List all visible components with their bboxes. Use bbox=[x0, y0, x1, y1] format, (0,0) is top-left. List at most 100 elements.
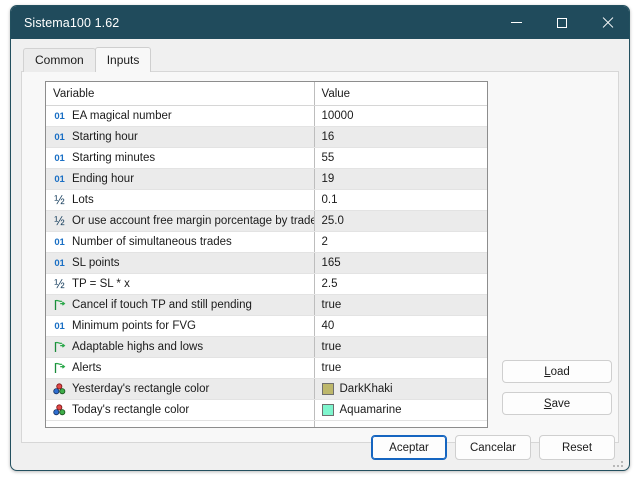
cell-variable[interactable]: ½ Or use account free margin porcentage b… bbox=[46, 210, 315, 232]
cell-variable[interactable]: 01 Minimum points for FVG bbox=[46, 315, 315, 337]
cell-variable[interactable]: Yesterday's rectangle color bbox=[46, 378, 315, 400]
dialog-window: Sistema100 1.62 Common Inputs bbox=[10, 5, 630, 471]
cell-variable[interactable]: Adaptable highs and lows bbox=[46, 336, 315, 358]
cell-value[interactable]: 2.5 bbox=[314, 273, 488, 295]
maximize-button[interactable] bbox=[539, 6, 584, 39]
value-cell-content: true bbox=[315, 299, 488, 311]
cell-variable[interactable]: 01 SL points bbox=[46, 252, 315, 274]
variable-cell-content: 01 EA magical number bbox=[46, 110, 313, 123]
cell-value[interactable]: 25.0 bbox=[314, 210, 487, 232]
variable-label: Today's rectangle color bbox=[72, 404, 190, 416]
value-label: 0.1 bbox=[321, 194, 338, 206]
double-icon: ½ bbox=[54, 277, 65, 291]
table-filler-row bbox=[46, 420, 487, 427]
accept-button[interactable]: Aceptar bbox=[371, 435, 447, 460]
cell-variable[interactable]: 01 EA magical number bbox=[46, 105, 315, 127]
load-button[interactable]: Load bbox=[502, 360, 612, 383]
value-cell-content: 0.1 bbox=[315, 194, 488, 206]
integer-icon: 01 bbox=[54, 257, 65, 269]
cell-value[interactable]: true bbox=[314, 357, 487, 379]
value-label: 2 bbox=[321, 236, 328, 248]
value-cell-content: DarkKhaki bbox=[315, 383, 488, 395]
column-header-variable[interactable]: Variable bbox=[46, 82, 315, 106]
variable-label: Minimum points for FVG bbox=[72, 320, 196, 332]
integer-icon: 01 bbox=[54, 131, 65, 143]
cell-variable[interactable]: Cancel if touch TP and still pending bbox=[46, 294, 315, 316]
cell-value[interactable]: 10000 bbox=[314, 105, 488, 127]
inputs-table[interactable]: Variable Value 01 EA magical number 10000 0… bbox=[45, 81, 488, 428]
variable-cell-content: ½ Lots bbox=[46, 193, 313, 207]
value-label: 40 bbox=[321, 320, 335, 332]
color-icon bbox=[52, 404, 67, 417]
cell-value[interactable]: DarkKhaki bbox=[314, 378, 488, 400]
cell-variable[interactable]: Alerts bbox=[46, 357, 315, 379]
bool-icon bbox=[52, 299, 67, 312]
save-button[interactable]: Save bbox=[502, 392, 612, 415]
cell-value[interactable]: true bbox=[314, 294, 488, 316]
value-cell-content: 10000 bbox=[315, 110, 488, 122]
save-button-label: Save bbox=[543, 397, 571, 410]
cell-variable[interactable]: 01 Starting minutes bbox=[46, 147, 315, 169]
table-row[interactable]: Today's rectangle color Aquamarine bbox=[46, 399, 487, 421]
cell-variable[interactable]: ½ Lots bbox=[46, 189, 315, 211]
cell-value[interactable]: 16 bbox=[314, 126, 488, 148]
column-header-value[interactable]: Value bbox=[314, 82, 487, 106]
table-row[interactable]: 01 Starting minutes 55 bbox=[46, 147, 487, 169]
integer-icon: 01 bbox=[54, 110, 65, 122]
variable-cell-content: Adaptable highs and lows bbox=[46, 341, 313, 354]
cell-value[interactable]: 19 bbox=[314, 168, 487, 190]
cell-value[interactable]: 55 bbox=[314, 147, 487, 169]
cell-value[interactable]: 0.1 bbox=[314, 189, 488, 211]
table-row[interactable]: Adaptable highs and lows true bbox=[46, 336, 487, 358]
table-row[interactable]: ½ Lots 0.1 bbox=[46, 189, 488, 211]
cell-variable[interactable]: 01 Number of simultaneous trades bbox=[46, 231, 315, 253]
variable-label: TP = SL * x bbox=[72, 278, 130, 290]
table-row[interactable]: 01 EA magical number 10000 bbox=[46, 105, 488, 127]
side-button-group: Load Save bbox=[502, 360, 612, 415]
variable-label: EA magical number bbox=[72, 110, 172, 122]
table-row[interactable]: 01 Starting hour 16 bbox=[46, 126, 488, 148]
cell-value[interactable]: true bbox=[314, 336, 487, 358]
cell-value[interactable]: 40 bbox=[314, 315, 487, 337]
cell-value[interactable]: 165 bbox=[314, 252, 487, 274]
reset-button[interactable]: Reset bbox=[539, 435, 615, 460]
variable-label: Alerts bbox=[72, 362, 102, 374]
cancel-button[interactable]: Cancelar bbox=[455, 435, 531, 460]
value-cell-content: 2.5 bbox=[315, 278, 488, 290]
load-button-label: Load bbox=[544, 365, 570, 378]
double-icon: ½ bbox=[54, 193, 65, 207]
table-row[interactable]: Alerts true bbox=[46, 357, 487, 379]
value-label: 165 bbox=[321, 257, 341, 269]
table-row[interactable]: ½ Or use account free margin porcentage b… bbox=[46, 210, 487, 232]
cell-value[interactable]: Aquamarine bbox=[314, 399, 487, 421]
minimize-button[interactable] bbox=[494, 6, 539, 39]
variable-cell-content: 01 Ending hour bbox=[46, 173, 313, 186]
cell-variable[interactable]: 01 Ending hour bbox=[46, 168, 315, 190]
window-controls bbox=[494, 6, 629, 39]
bool-icon bbox=[52, 362, 67, 375]
resize-grip-icon[interactable] bbox=[613, 457, 625, 469]
value-cell-content: 16 bbox=[315, 131, 488, 143]
table-row[interactable]: 01 SL points 165 bbox=[46, 252, 487, 274]
tab-common[interactable]: Common bbox=[23, 48, 96, 72]
variable-cell-content: Today's rectangle color bbox=[46, 404, 313, 417]
maximize-icon bbox=[556, 17, 567, 28]
cell-variable[interactable]: ½ TP = SL * x bbox=[46, 273, 315, 295]
cell-variable[interactable]: 01 Starting hour bbox=[46, 126, 315, 148]
table-row[interactable]: 01 Number of simultaneous trades 2 bbox=[46, 231, 487, 253]
close-button[interactable] bbox=[584, 6, 629, 39]
table-row[interactable]: Yesterday's rectangle color DarkKhaki bbox=[46, 378, 488, 400]
tab-inputs[interactable]: Inputs bbox=[94, 47, 152, 72]
table-row[interactable]: ½ TP = SL * x 2.5 bbox=[46, 273, 488, 295]
table-row[interactable]: Cancel if touch TP and still pending true bbox=[46, 294, 488, 316]
value-label: Aquamarine bbox=[339, 404, 402, 416]
integer-icon: 01 bbox=[54, 320, 65, 332]
cell-variable[interactable]: Today's rectangle color bbox=[46, 399, 315, 421]
table-row[interactable]: 01 Ending hour 19 bbox=[46, 168, 487, 190]
variable-cell-content: 01 Starting hour bbox=[46, 131, 313, 144]
variable-cell-content: 01 Number of simultaneous trades bbox=[46, 236, 313, 249]
table-row[interactable]: 01 Minimum points for FVG 40 bbox=[46, 315, 487, 337]
cell-value[interactable]: 2 bbox=[314, 231, 487, 253]
value-label: true bbox=[321, 299, 342, 311]
